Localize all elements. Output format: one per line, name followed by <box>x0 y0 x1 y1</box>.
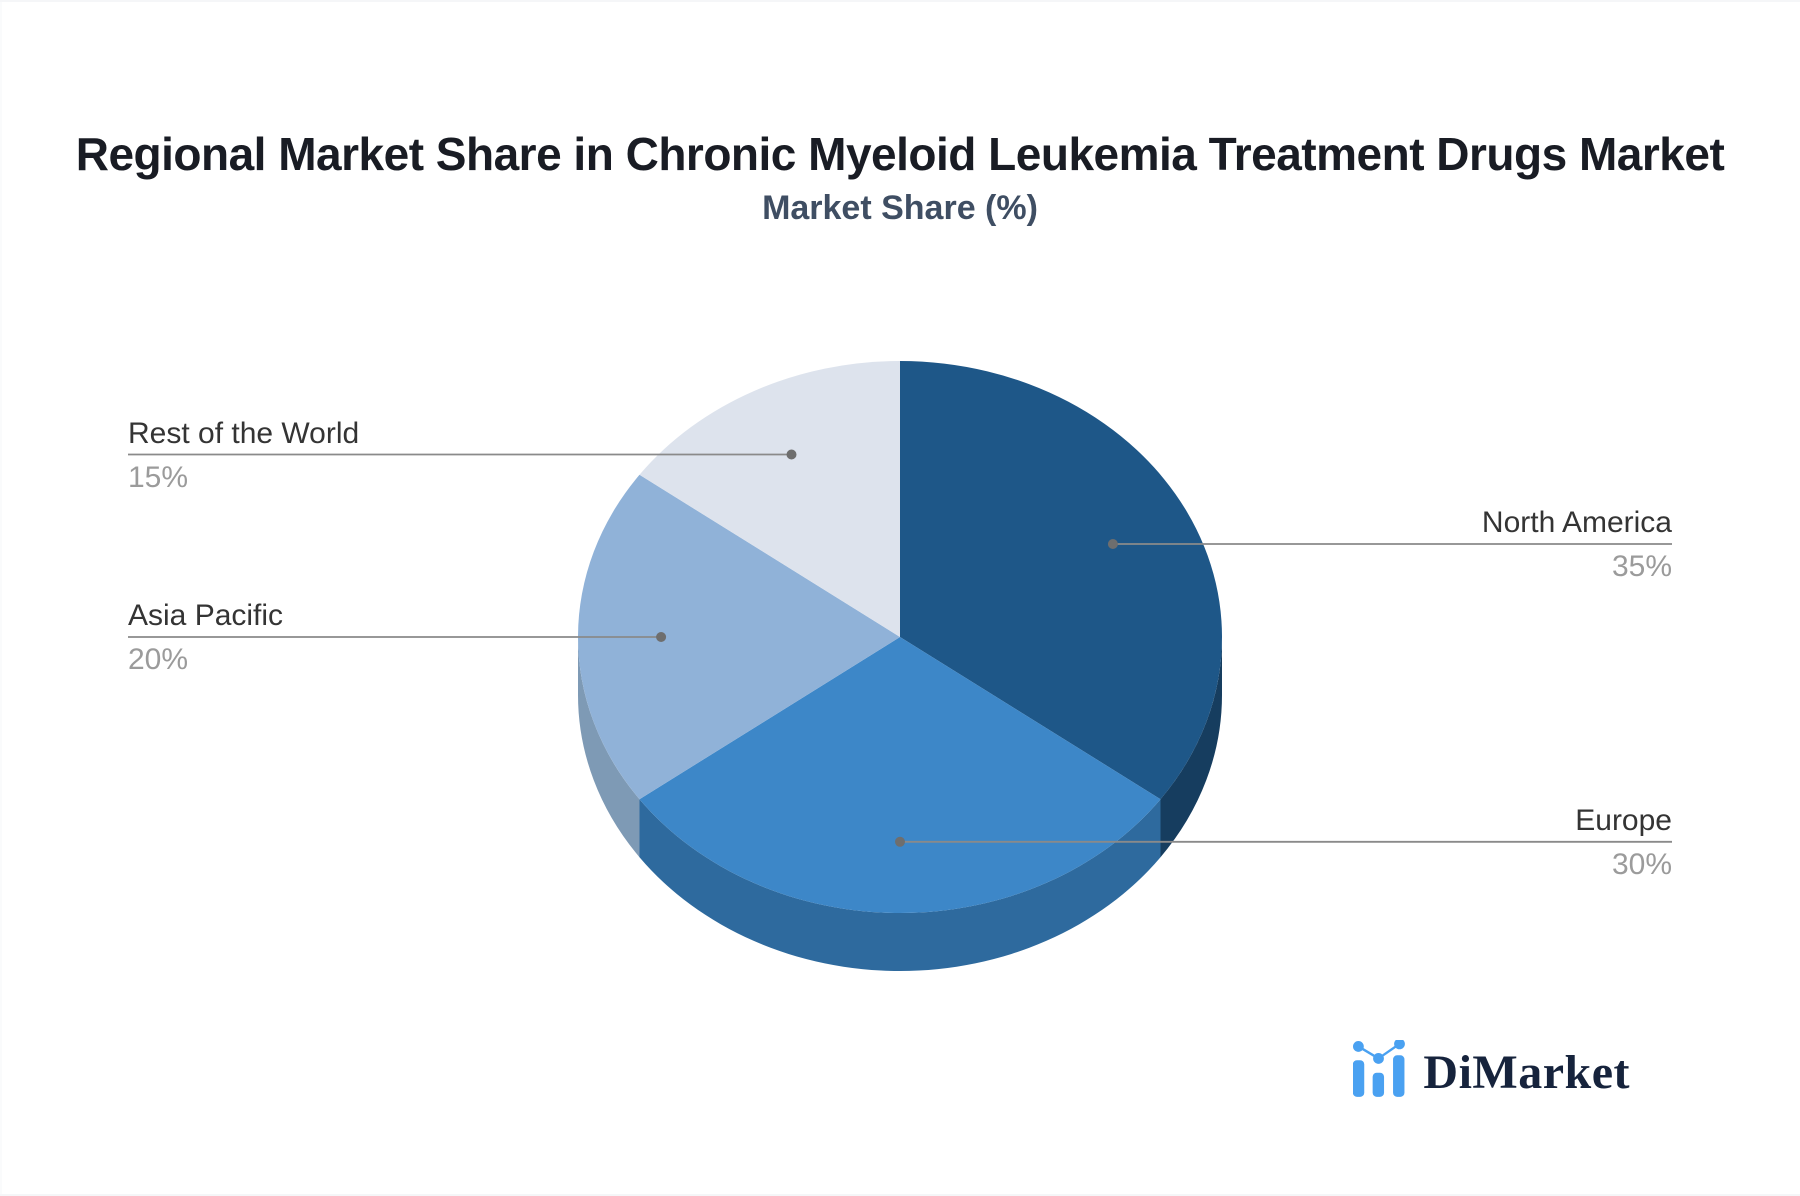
brand-logo-text: DiMarket <box>1423 1046 1630 1099</box>
slice-label-name: North America <box>1481 506 1672 540</box>
bar-chart-logo-icon <box>1353 1040 1406 1097</box>
chart-title: Regional Market Share in Chronic Myeloid… <box>75 128 1725 180</box>
chart-subtitle: Market Share (%) <box>762 189 1038 227</box>
pie-slice-side <box>1160 637 1222 858</box>
pie-slice-side <box>578 637 640 858</box>
slice-label-value: 35% <box>1611 550 1672 584</box>
pie-slice-europe[interactable] <box>639 637 1161 913</box>
slice-label-name: Europe <box>1575 803 1672 837</box>
slice-label: Europe 30% <box>1575 804 1672 882</box>
slice-label-value: 20% <box>128 643 189 676</box>
slice-label-name: Rest of the World <box>128 416 360 450</box>
leader-dot <box>786 449 797 460</box>
slice-label: North America 35% <box>1482 506 1672 584</box>
slice-label: Rest of the World 15% <box>128 417 359 495</box>
slice-label-name: Asia Pacific <box>128 599 284 632</box>
pie-slice-asia-pacific[interactable] <box>578 474 900 800</box>
leader-dot <box>895 836 905 847</box>
pie-slice-rest-of-the-world[interactable] <box>639 361 901 637</box>
slice-label-value: 15% <box>128 460 189 494</box>
leader-dot <box>1107 539 1118 549</box>
slice-label-value: 30% <box>1611 847 1672 881</box>
slice-label: Asia Pacific 20% <box>128 599 283 677</box>
pie-slice-side <box>639 799 1161 971</box>
pie-slice-north-america[interactable] <box>900 361 1222 800</box>
brand-logo: DiMarket <box>1353 1040 1630 1099</box>
leader-dot <box>656 632 667 642</box>
